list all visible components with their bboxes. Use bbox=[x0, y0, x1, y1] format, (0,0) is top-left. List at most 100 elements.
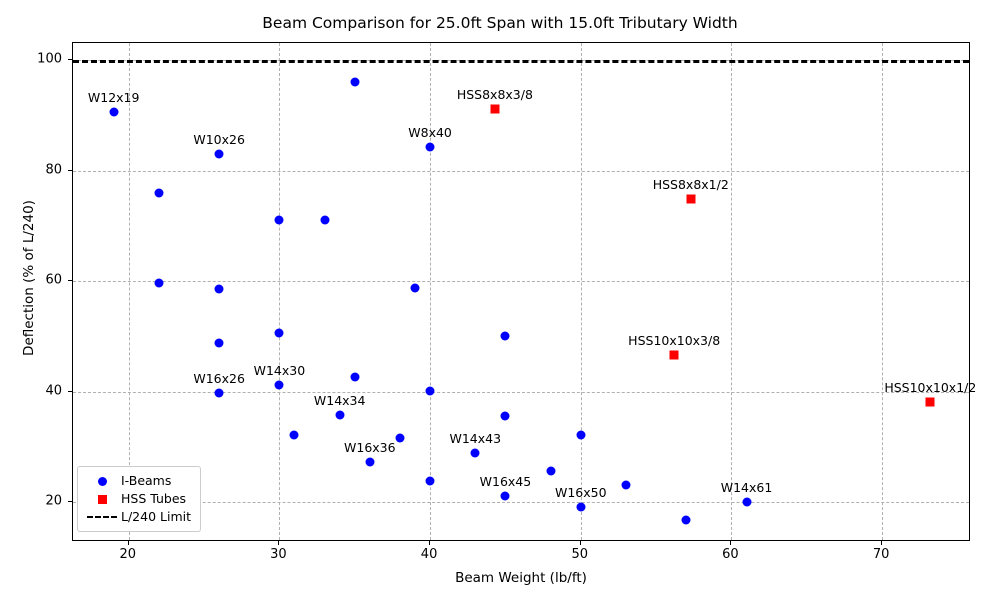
data-point-ibeam[interactable] bbox=[320, 215, 330, 225]
data-point-ibeam[interactable] bbox=[742, 497, 751, 507]
legend-circle-icon bbox=[85, 476, 119, 486]
y-axis-tick-label: 20 bbox=[45, 493, 62, 509]
y-axis-tick-label: 80 bbox=[45, 162, 62, 178]
x-axis-tick bbox=[579, 541, 581, 545]
data-point-ibeam[interactable] bbox=[576, 430, 586, 440]
y-axis-tick-label: 100 bbox=[37, 51, 62, 67]
x-axis-tick-label: 40 bbox=[420, 547, 438, 562]
data-point-label: W10x26 bbox=[193, 132, 245, 148]
data-point-label: W14x61 bbox=[720, 479, 773, 495]
data-point-ibeam[interactable] bbox=[410, 283, 420, 293]
x-axis-tick bbox=[127, 541, 129, 545]
y-axis-tick bbox=[68, 169, 72, 171]
data-point-ibeam[interactable] bbox=[350, 372, 360, 382]
data-point-ibeam[interactable] bbox=[470, 448, 480, 458]
x-axis-label: Beam Weight (lb/ft) bbox=[455, 570, 587, 586]
data-point-label: W14x30 bbox=[253, 362, 306, 378]
x-axis-tick bbox=[730, 541, 732, 545]
gridline-horizontal bbox=[73, 170, 969, 172]
data-point-label: HSS10x10x1/2 bbox=[884, 379, 977, 395]
data-point-label: W12x19 bbox=[87, 90, 140, 106]
data-point-ibeam[interactable] bbox=[274, 380, 284, 389]
x-axis-tick-label: 60 bbox=[722, 547, 739, 562]
data-point-ibeam[interactable] bbox=[681, 515, 691, 525]
x-axis-tick-label: 70 bbox=[872, 547, 890, 562]
data-point-ibeam[interactable] bbox=[546, 466, 556, 476]
legend-dashed-line-icon bbox=[85, 516, 119, 518]
y-axis-tick-label: 60 bbox=[45, 272, 62, 288]
data-point-label: W16x26 bbox=[193, 371, 245, 387]
data-point-ibeam[interactable] bbox=[214, 149, 224, 159]
gridline-vertical bbox=[580, 43, 582, 540]
data-point-ibeam[interactable] bbox=[274, 328, 284, 338]
x-axis-tick bbox=[881, 541, 883, 545]
legend-swatch-glyph bbox=[87, 516, 117, 518]
data-point-label: W14x43 bbox=[449, 431, 502, 447]
y-axis-tick bbox=[68, 280, 72, 282]
data-point-ibeam[interactable] bbox=[274, 215, 284, 225]
gridline-vertical bbox=[279, 43, 281, 540]
legend-swatch-glyph bbox=[97, 476, 107, 486]
data-point-ibeam[interactable] bbox=[289, 430, 299, 440]
data-point-ibeam[interactable] bbox=[500, 411, 510, 421]
data-point-label: HSS8x8x3/8 bbox=[456, 86, 533, 102]
y-axis-label: Deflection (% of L/240) bbox=[21, 200, 37, 356]
data-point-ibeam[interactable] bbox=[214, 284, 224, 294]
data-point-hss[interactable] bbox=[686, 194, 696, 204]
legend-item-label: L/240 Limit bbox=[121, 508, 191, 524]
data-point-ibeam[interactable] bbox=[500, 331, 510, 341]
data-point-ibeam[interactable] bbox=[621, 480, 631, 490]
y-axis-tick-label: 40 bbox=[45, 383, 62, 399]
data-point-label: W16x50 bbox=[554, 485, 607, 501]
data-point-ibeam[interactable] bbox=[109, 107, 119, 117]
gridline-vertical bbox=[430, 43, 432, 540]
gridline-horizontal bbox=[73, 391, 969, 393]
data-point-ibeam[interactable] bbox=[425, 142, 435, 152]
chart-title: Beam Comparison for 25.0ft Span with 15.… bbox=[262, 14, 738, 32]
data-point-ibeam[interactable] bbox=[395, 433, 405, 443]
l240-limit-line bbox=[73, 60, 969, 64]
data-point-label: W16x36 bbox=[344, 440, 396, 456]
reference-line-layer bbox=[73, 43, 969, 540]
x-axis-tick-label: 50 bbox=[571, 547, 589, 562]
legend-item[interactable]: I-Beams bbox=[85, 472, 191, 490]
x-axis-tick bbox=[278, 541, 280, 545]
data-point-hss[interactable] bbox=[925, 397, 935, 407]
gridline-horizontal bbox=[73, 502, 969, 504]
data-point-ibeam[interactable] bbox=[350, 77, 360, 87]
legend-item[interactable]: HSS Tubes bbox=[85, 490, 191, 508]
gridline-horizontal bbox=[73, 281, 969, 283]
data-point-ibeam[interactable] bbox=[500, 491, 510, 501]
x-axis-tick bbox=[429, 541, 431, 545]
data-point-hss[interactable] bbox=[669, 350, 679, 360]
data-point-ibeam[interactable] bbox=[214, 388, 224, 398]
plot-area: W12x19 W10x26 W8x40 W14x30 W16x26 W14x34 W16x3… bbox=[72, 42, 976, 541]
data-point-ibeam[interactable] bbox=[576, 502, 586, 512]
gridline-vertical bbox=[882, 43, 884, 540]
chart-legend: I-Beams HSS Tubes L/240 Limit bbox=[77, 466, 201, 532]
legend-swatch-glyph bbox=[97, 494, 107, 504]
gridline-vertical bbox=[128, 43, 130, 540]
data-point-ibeam[interactable] bbox=[425, 476, 435, 486]
data-point-ibeam[interactable] bbox=[154, 188, 164, 198]
legend-square-icon bbox=[85, 494, 119, 504]
legend-item[interactable]: L/240 Limit bbox=[85, 508, 191, 526]
data-point-label: HSS10x10x3/8 bbox=[628, 333, 721, 349]
legend-item-label: I-Beams bbox=[121, 472, 172, 488]
y-axis-tick bbox=[68, 501, 72, 503]
gridline-vertical bbox=[731, 43, 733, 540]
data-point-hss[interactable] bbox=[490, 104, 500, 114]
data-point-label: W16x45 bbox=[479, 473, 532, 489]
legend-item-label: HSS Tubes bbox=[121, 490, 187, 506]
y-axis-tick bbox=[68, 59, 72, 61]
data-point-label: HSS8x8x1/2 bbox=[652, 176, 729, 192]
data-point-ibeam[interactable] bbox=[365, 457, 375, 467]
data-point-ibeam[interactable] bbox=[214, 338, 224, 348]
data-point-ibeam[interactable] bbox=[154, 278, 164, 288]
data-point-label: W8x40 bbox=[408, 125, 452, 141]
data-point-ibeam[interactable] bbox=[425, 386, 435, 396]
x-axis-tick-label: 20 bbox=[119, 547, 137, 562]
data-point-ibeam[interactable] bbox=[335, 410, 345, 420]
x-axis-tick-label: 30 bbox=[270, 547, 287, 562]
